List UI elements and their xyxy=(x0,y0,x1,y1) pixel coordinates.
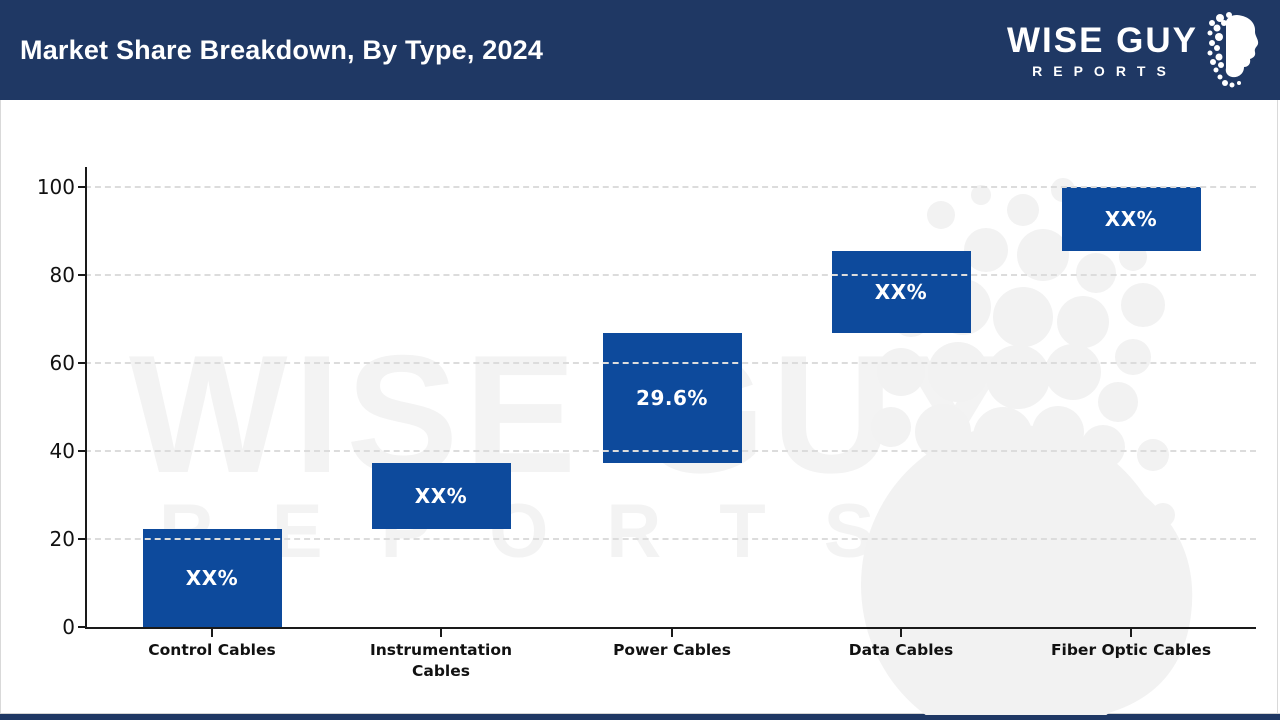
bar-segment: 29.6% xyxy=(602,333,742,464)
bar-value-label: XX% xyxy=(414,484,468,509)
bar-value-label: XX% xyxy=(1104,207,1158,232)
wise-guy-reports-logo: WISE GUY REPORTS xyxy=(1007,9,1262,91)
gridline xyxy=(85,186,1256,188)
chart-canvas-area: WISE GUY REPORTS XX% XX% 29.6% XX% XX% 0 20 40 6… xyxy=(0,100,1279,715)
y-tick-label: 40 xyxy=(49,439,75,463)
x-axis-line xyxy=(85,627,1256,629)
page-title: Market Share Breakdown, By Type, 2024 xyxy=(20,34,544,65)
y-tick-mark xyxy=(78,626,86,628)
bar-value-label: XX% xyxy=(874,280,928,305)
x-tick-mark xyxy=(900,629,902,637)
x-tick-mark xyxy=(211,629,213,637)
logo-wordmark: WISE GUY xyxy=(1006,20,1198,60)
watermark-wordmark: WISE GUY xyxy=(129,320,1018,508)
y-tick-mark xyxy=(78,362,86,364)
y-tick-mark xyxy=(78,186,86,188)
bar-value-label: XX% xyxy=(185,565,239,590)
gridline xyxy=(85,362,1256,364)
y-tick-label: 80 xyxy=(49,263,75,287)
category-label: Power Cables xyxy=(613,641,731,659)
bar-segment: XX% xyxy=(831,251,971,334)
bar-segment: XX% xyxy=(1061,187,1201,252)
y-tick-label: 20 xyxy=(49,527,75,551)
gridline xyxy=(85,538,1256,540)
y-tick-label: 0 xyxy=(62,615,75,639)
x-tick-mark xyxy=(1130,629,1132,637)
category-label: Data Cables xyxy=(848,641,954,659)
category-label: Instrumentation Cables xyxy=(369,641,513,680)
y-tick-mark xyxy=(78,538,86,540)
gridline xyxy=(85,450,1256,452)
bar-segment: XX% xyxy=(371,463,511,529)
header-bar: Market Share Breakdown, By Type, 2024 WI… xyxy=(0,0,1280,100)
bottom-divider xyxy=(0,713,1280,714)
dotted-face-profile-icon xyxy=(1207,12,1259,88)
gridline xyxy=(85,274,1256,276)
y-tick-label: 60 xyxy=(49,351,75,375)
logo-text: WISE GUY REPORTS xyxy=(1007,23,1198,78)
y-tick-mark xyxy=(78,450,86,452)
bar-segment: XX% xyxy=(142,528,282,627)
bar-chart-plot: XX% XX% 29.6% XX% XX% 0 20 40 60 80 100 Control Cab… xyxy=(1,100,1279,714)
category-label: Fiber Optic Cables xyxy=(1050,641,1212,659)
y-axis-line xyxy=(85,167,87,629)
category-label: Control Cables xyxy=(148,641,276,659)
y-tick-mark xyxy=(78,274,86,276)
x-tick-mark xyxy=(671,629,673,637)
x-tick-mark xyxy=(440,629,442,637)
logo-subtitle: REPORTS xyxy=(1032,62,1177,79)
bar-value-label: 29.6% xyxy=(636,386,708,411)
y-tick-label: 100 xyxy=(36,175,75,199)
footer-bar xyxy=(0,714,1280,720)
